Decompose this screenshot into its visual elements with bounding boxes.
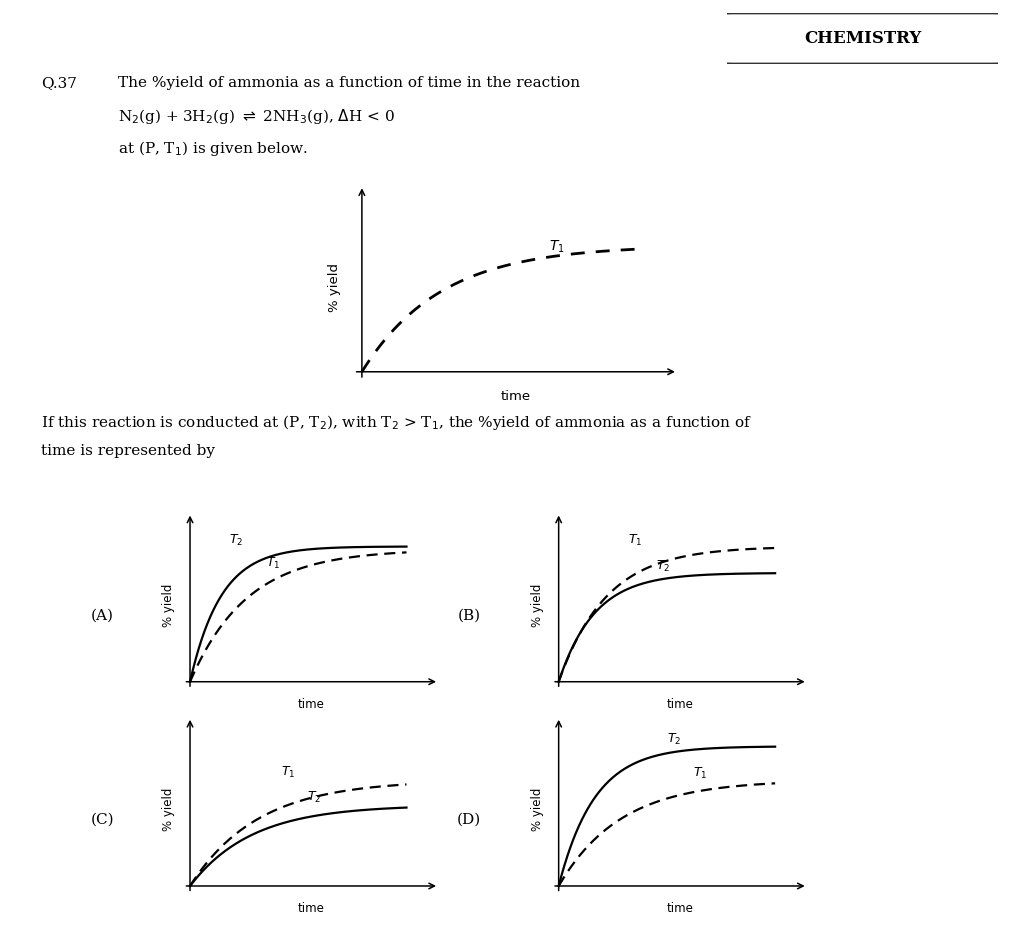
Text: $T_1$: $T_1$ — [281, 765, 295, 780]
Text: $T_2$: $T_2$ — [656, 559, 671, 574]
Text: time: time — [298, 698, 325, 711]
Text: $T_2$: $T_2$ — [307, 789, 322, 805]
Text: The %yield of ammonia as a function of time in the reaction: The %yield of ammonia as a function of t… — [118, 76, 580, 90]
Text: % yield: % yield — [328, 263, 341, 312]
Text: % yield: % yield — [530, 788, 544, 831]
Text: $T_2$: $T_2$ — [667, 732, 681, 748]
Text: $T_1$: $T_1$ — [628, 533, 642, 547]
Text: (C): (C) — [90, 813, 115, 826]
Text: (B): (B) — [458, 609, 480, 622]
Text: time: time — [667, 902, 693, 915]
Text: CHEMISTRY: CHEMISTRY — [804, 30, 922, 47]
Text: time: time — [667, 698, 693, 711]
Text: If this reaction is conducted at (P, T$_2$), with T$_2$ > T$_1$, the %yield of a: If this reaction is conducted at (P, T$_… — [41, 413, 752, 432]
Text: $T_1$: $T_1$ — [266, 556, 281, 571]
Text: time: time — [501, 390, 530, 403]
Text: Q.37: Q.37 — [41, 76, 77, 90]
Text: $T_2$: $T_2$ — [229, 533, 244, 547]
Text: % yield: % yield — [162, 583, 175, 627]
Text: at (P, T$_1$) is given below.: at (P, T$_1$) is given below. — [118, 139, 308, 158]
FancyBboxPatch shape — [719, 13, 1007, 64]
Text: time is represented by: time is represented by — [41, 444, 215, 458]
Text: time: time — [298, 902, 325, 915]
Text: (A): (A) — [91, 609, 114, 622]
Text: % yield: % yield — [162, 788, 175, 831]
Text: (D): (D) — [457, 813, 481, 826]
Text: N$_2$(g) + 3H$_2$(g) $\rightleftharpoons$ 2NH$_3$(g), $\Delta$H < 0: N$_2$(g) + 3H$_2$(g) $\rightleftharpoons… — [118, 107, 394, 126]
Text: $T_1$: $T_1$ — [693, 767, 708, 781]
Text: $T_1$: $T_1$ — [549, 238, 564, 255]
Text: % yield: % yield — [530, 583, 544, 627]
